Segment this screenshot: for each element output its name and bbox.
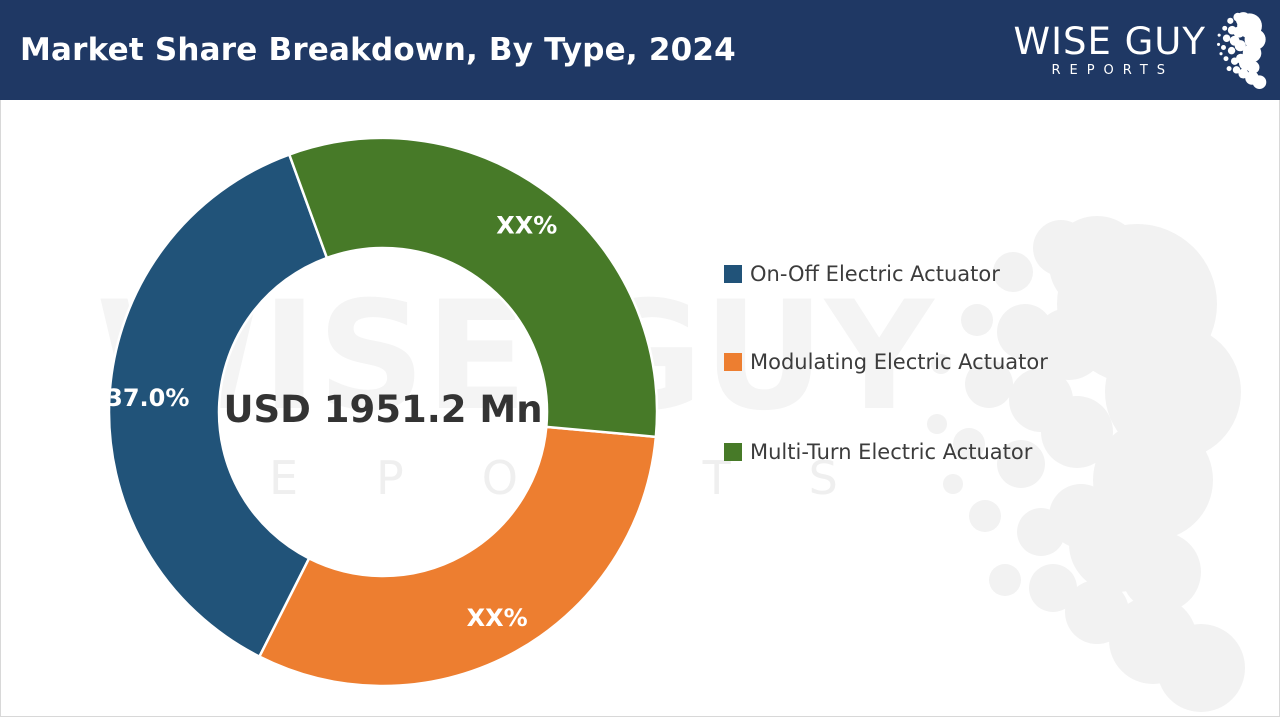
logo-subtitle: REPORTS — [1051, 63, 1175, 78]
watermark-face-icon — [927, 216, 1245, 712]
header-bar: Market Share Breakdown, By Type, 2024 WI… — [0, 0, 1280, 100]
legend-swatch-on-off — [724, 265, 742, 283]
donut-segment-modulating[interactable] — [257, 425, 658, 688]
legend-swatch-multi-turn — [724, 443, 742, 461]
logo-face-icon — [1216, 12, 1267, 90]
chart-panel: WISE GUY REPORTS 37.0%XX%XX% USD 1951.2 … — [0, 100, 1280, 717]
logo-name: WISE GUY — [1013, 20, 1206, 63]
legend-label-on-off: On-Off Electric Actuator — [750, 262, 1000, 286]
slice-label-on-off: 37.0% — [106, 384, 189, 412]
slice-label-multi-turn: XX% — [496, 211, 557, 239]
chart-center-label: USD 1951.2 Mn — [223, 388, 543, 431]
brand-logo: WISE GUY REPORTS — [1014, 4, 1270, 96]
legend-swatch-modulating — [724, 353, 742, 371]
donut-segment-multi-turn[interactable] — [287, 136, 659, 439]
legend-item-on-off[interactable]: On-Off Electric Actuator — [724, 262, 1000, 286]
slice-label-modulating: XX% — [467, 604, 528, 632]
logo-wordmark: WISE GUY REPORTS — [1014, 23, 1206, 77]
donut-chart[interactable]: 37.0% XX% XX% — [106, 135, 660, 689]
page-title: Market Share Breakdown, By Type, 2024 — [20, 32, 736, 68]
legend-label-modulating: Modulating Electric Actuator — [750, 350, 1048, 374]
watermark-subtitle: REPORTS — [159, 455, 916, 501]
legend-item-modulating[interactable]: Modulating Electric Actuator — [724, 350, 1048, 374]
legend-label-multi-turn: Multi-Turn Electric Actuator — [750, 440, 1033, 464]
donut-segment-on-off[interactable] — [107, 152, 329, 659]
legend-item-multi-turn[interactable]: Multi-Turn Electric Actuator — [724, 440, 1032, 464]
